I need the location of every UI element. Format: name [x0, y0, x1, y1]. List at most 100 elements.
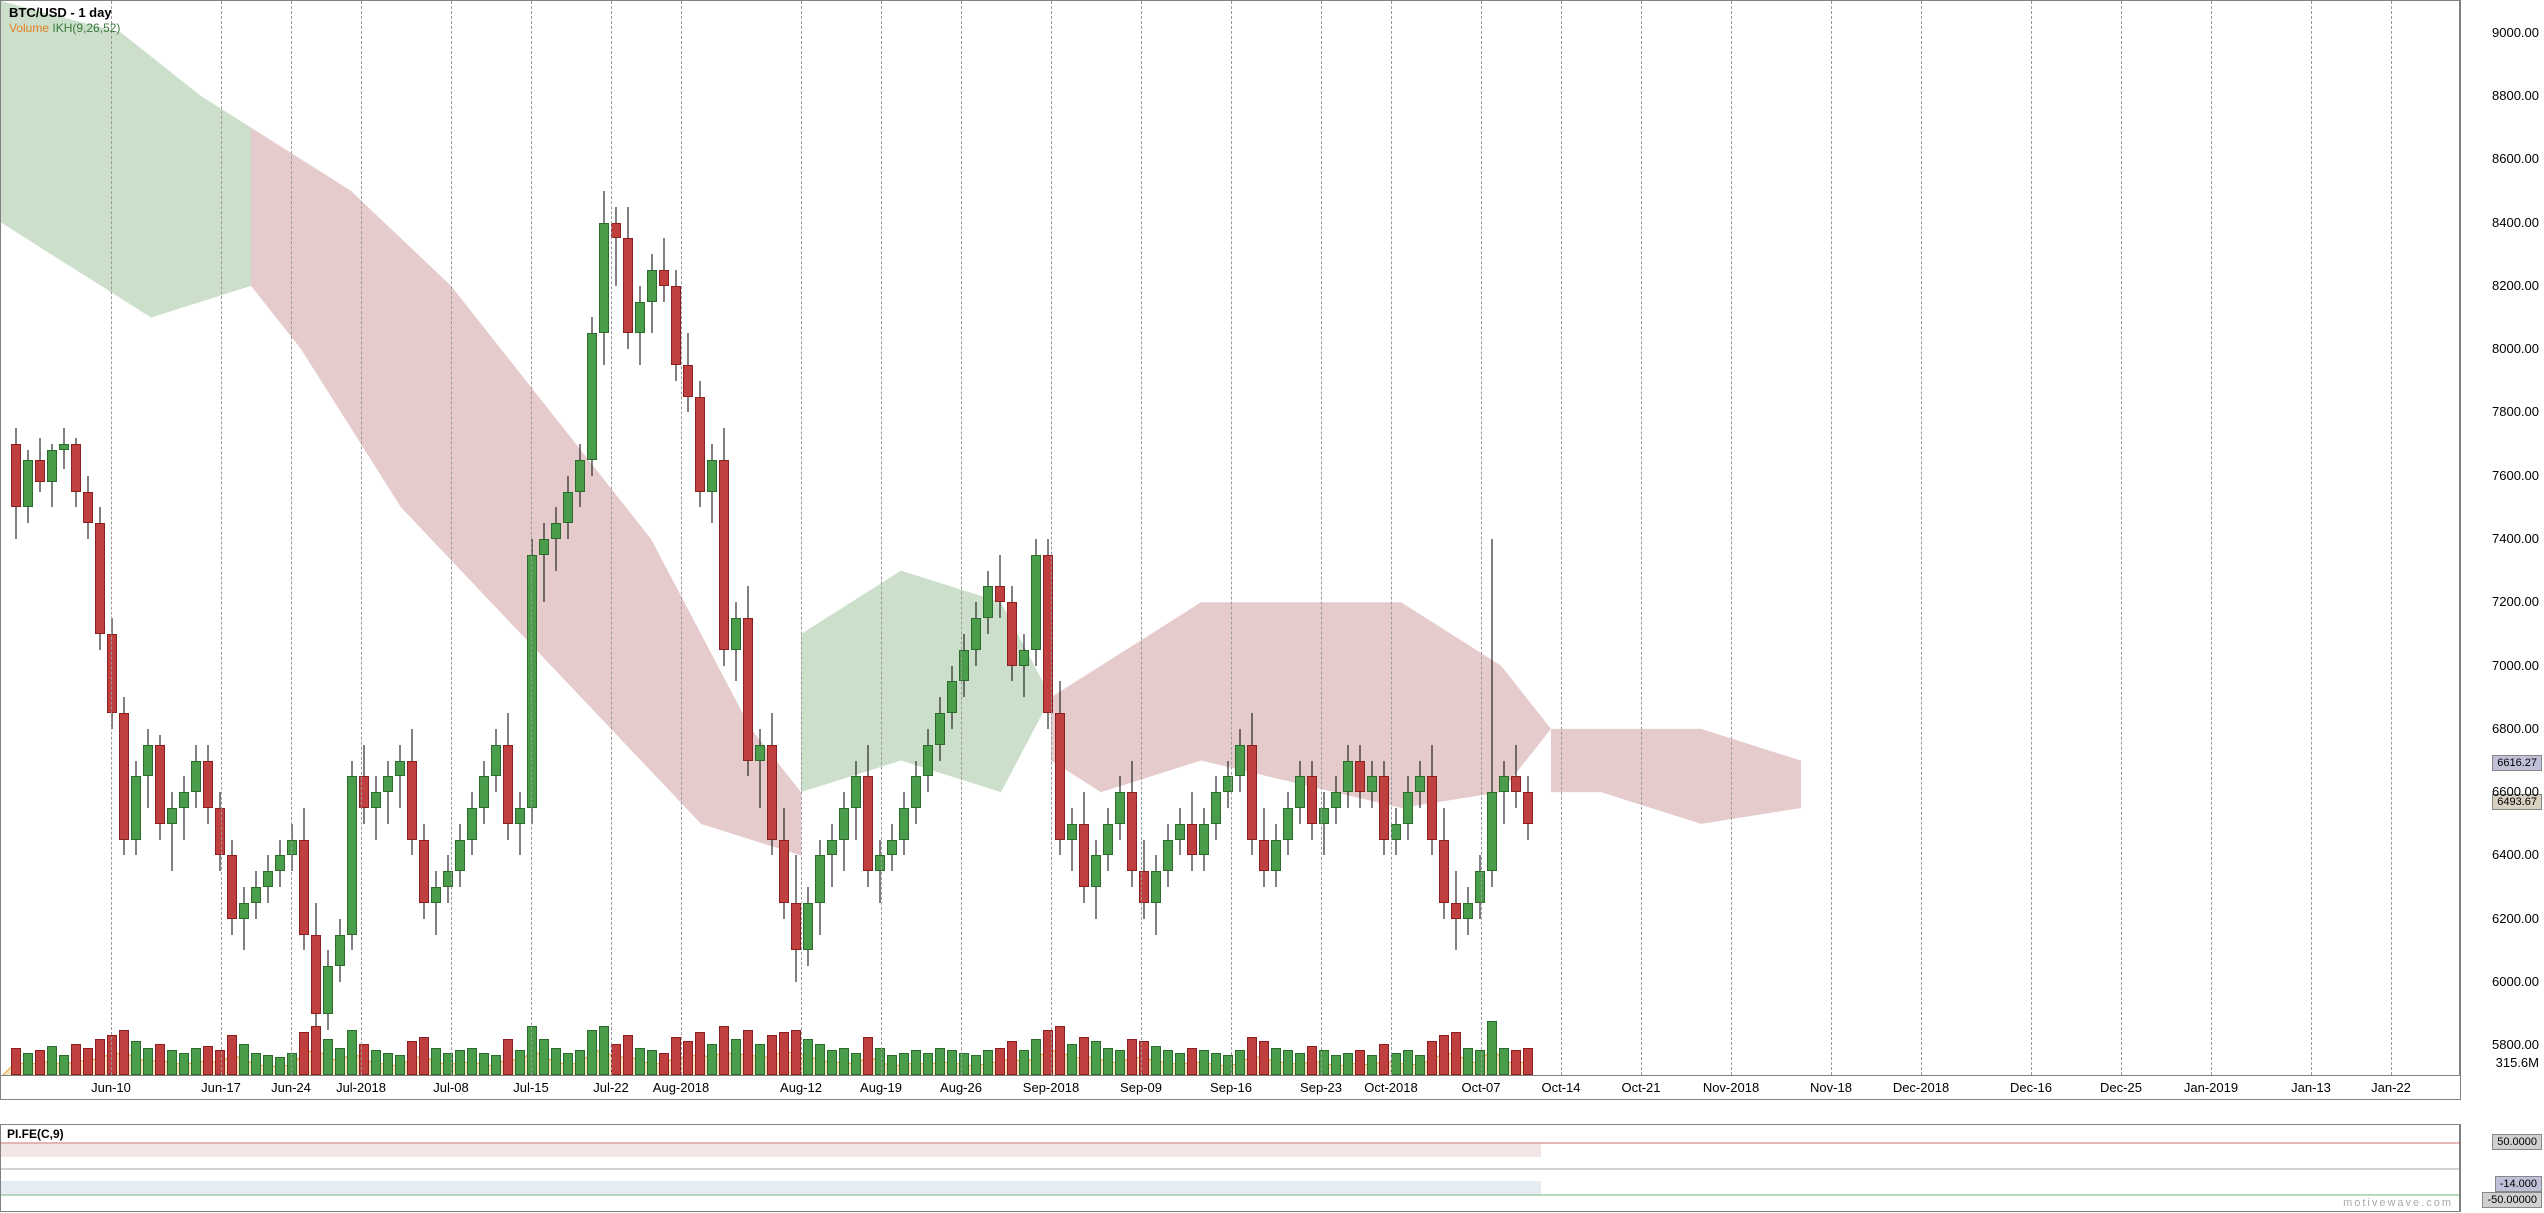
indicator-labels: Volume IKH(9,26,52) — [9, 21, 120, 35]
y-tick: 8200.00 — [2492, 278, 2539, 293]
y-axis: 6616.27 6493.67 9000.008800.008600.00840… — [2460, 0, 2544, 1100]
volume-bar — [827, 1050, 837, 1075]
x-tick: Sep-09 — [1120, 1080, 1162, 1095]
y-tick: 8400.00 — [2492, 215, 2539, 230]
x-tick: Sep-16 — [1210, 1080, 1252, 1095]
volume-bar — [695, 1032, 705, 1075]
volume-bar — [587, 1030, 597, 1075]
volume-bar — [1271, 1048, 1281, 1075]
volume-bar — [107, 1035, 117, 1076]
volume-bar — [779, 1032, 789, 1075]
volume-bar — [563, 1053, 573, 1076]
grid-line — [1561, 1, 1562, 1075]
volume-bar — [1307, 1046, 1317, 1075]
volume-bar — [815, 1044, 825, 1076]
volume-bar — [1463, 1048, 1473, 1075]
y-tick: 7200.00 — [2492, 594, 2539, 609]
volume-bar — [191, 1048, 201, 1075]
volume-bar — [371, 1050, 381, 1075]
volume-bar — [167, 1050, 177, 1075]
volume-bar — [623, 1035, 633, 1076]
volume-bar — [1103, 1048, 1113, 1075]
volume-bar — [1199, 1050, 1209, 1075]
x-tick: Aug-12 — [780, 1080, 822, 1095]
volume-bar — [791, 1030, 801, 1075]
volume-bar — [1211, 1053, 1221, 1076]
y-tick: 7000.00 — [2492, 658, 2539, 673]
volume-bar — [467, 1048, 477, 1075]
grid-line — [961, 1, 962, 1075]
volume-bar — [1523, 1048, 1533, 1075]
volume-bar — [179, 1053, 189, 1076]
volume-bar — [1439, 1035, 1449, 1076]
volume-bar — [1247, 1037, 1257, 1075]
volume-bar — [1019, 1050, 1029, 1075]
volume-bar — [599, 1026, 609, 1076]
main-price-chart[interactable]: BTC/USD - 1 day Volume IKH(9,26,52) — [0, 0, 2460, 1100]
y-tick: 8800.00 — [2492, 88, 2539, 103]
y-tick: 6200.00 — [2492, 911, 2539, 926]
x-tick: Jul-2018 — [336, 1080, 386, 1095]
grid-line — [1321, 1, 1322, 1075]
volume-bar — [1415, 1055, 1425, 1075]
x-tick: Sep-2018 — [1023, 1080, 1079, 1095]
volume-bar — [1127, 1039, 1137, 1075]
volume-bar — [395, 1055, 405, 1075]
current-price-label: 6616.27 — [2492, 755, 2542, 771]
volume-bar — [1055, 1026, 1065, 1076]
x-tick: Dec-25 — [2100, 1080, 2142, 1095]
volume-bar — [1295, 1053, 1305, 1076]
volume-bar — [719, 1026, 729, 1076]
volume-bar — [515, 1050, 525, 1075]
y-tick: 8600.00 — [2492, 151, 2539, 166]
volume-bar — [83, 1048, 93, 1075]
volume-bar — [203, 1046, 213, 1075]
volume-bar — [899, 1053, 909, 1076]
grid-line — [291, 1, 292, 1075]
volume-bar — [311, 1026, 321, 1076]
volume-bar — [419, 1037, 429, 1075]
volume-bar — [383, 1053, 393, 1076]
volume-bar — [1355, 1050, 1365, 1075]
y-tick: 6800.00 — [2492, 721, 2539, 736]
volume-bar — [1079, 1037, 1089, 1075]
volume-bar — [659, 1053, 669, 1076]
grid-line — [1831, 1, 1832, 1075]
volume-bar — [635, 1048, 645, 1075]
volume-bar — [1511, 1050, 1521, 1075]
volume-bar — [1427, 1041, 1437, 1075]
volume-bar — [1091, 1041, 1101, 1075]
y-tick: 6400.00 — [2492, 847, 2539, 862]
volume-bar — [935, 1048, 945, 1075]
volume-bar — [671, 1037, 681, 1075]
volume-bar — [407, 1041, 417, 1075]
volume-bar — [1283, 1050, 1293, 1075]
x-tick: Oct-07 — [1461, 1080, 1500, 1095]
volume-bar — [503, 1039, 513, 1075]
volume-bar — [1343, 1053, 1353, 1076]
volume-bar — [71, 1044, 81, 1076]
volume-bar — [11, 1048, 21, 1075]
volume-bar — [239, 1044, 249, 1076]
y-tick: 8000.00 — [2492, 341, 2539, 356]
volume-bar — [95, 1039, 105, 1075]
y-tick: 6000.00 — [2492, 974, 2539, 989]
sub-indicator-chart[interactable]: PI.FE(C,9) motivewave.com — [0, 1124, 2460, 1212]
x-tick: Jan-22 — [2371, 1080, 2411, 1095]
volume-bar — [863, 1037, 873, 1075]
grid-line — [1481, 1, 1482, 1075]
volume-bar — [251, 1053, 261, 1076]
x-axis: Jun-10Jun-17Jun-24Jul-2018Jul-08Jul-15Ju… — [1, 1075, 2461, 1099]
x-tick: Nov-2018 — [1703, 1080, 1759, 1095]
x-tick: Oct-2018 — [1364, 1080, 1417, 1095]
x-tick: Sep-23 — [1300, 1080, 1342, 1095]
x-tick: Jan-2019 — [2184, 1080, 2238, 1095]
grid-line — [2311, 1, 2312, 1075]
watermark: motivewave.com — [2343, 1197, 2453, 1209]
sub-tick-bot: -50.00000 — [2482, 1192, 2542, 1208]
volume-bar — [455, 1050, 465, 1075]
grid-line — [531, 1, 532, 1075]
grid-line — [611, 1, 612, 1075]
x-tick: Jun-10 — [91, 1080, 131, 1095]
grid-line — [2031, 1, 2032, 1075]
